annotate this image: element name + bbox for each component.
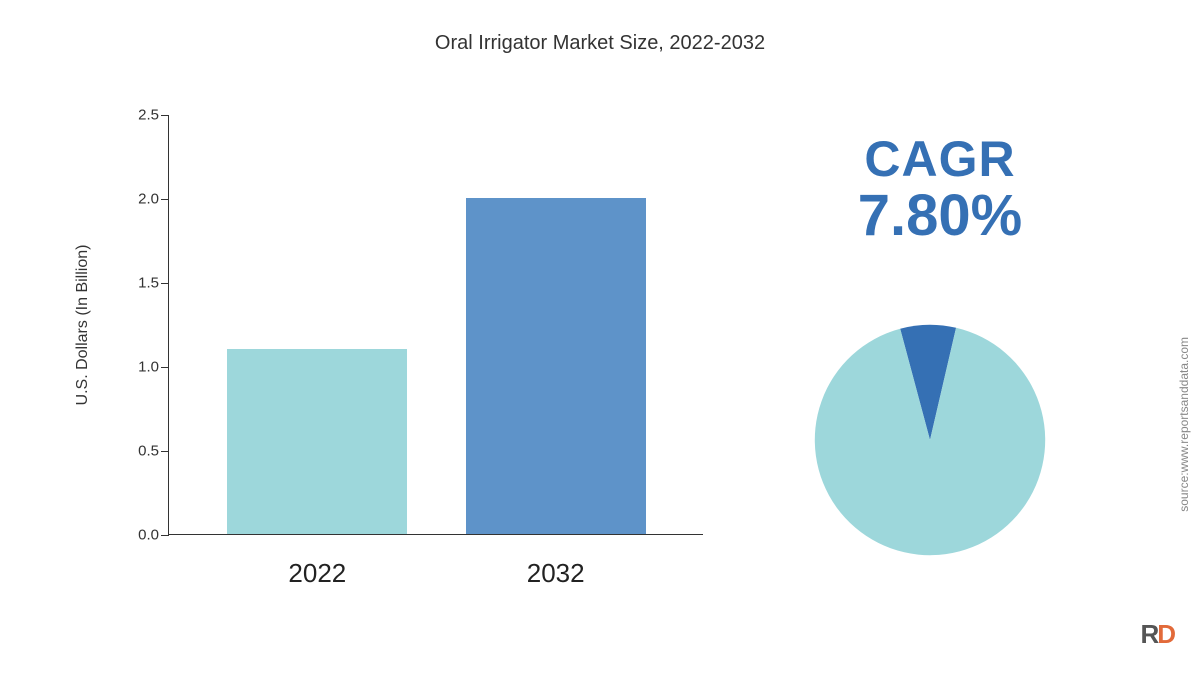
logo-r: R (1140, 619, 1157, 649)
y-tick (161, 451, 169, 452)
y-tick (161, 283, 169, 284)
y-tick-label: 1.5 (127, 275, 159, 292)
cagr-value: 7.80% (760, 182, 1120, 249)
y-tick-label: 2.5 (127, 107, 159, 124)
y-tick-label: 0.0 (127, 527, 159, 544)
source-text: source:www.reportsanddata.com (1177, 337, 1191, 512)
y-tick (161, 199, 169, 200)
y-tick (161, 115, 169, 116)
bar-chart: U.S. Dollars (In Billion) 0.00.51.01.52.… (128, 115, 703, 535)
cagr-callout: CAGR 7.80% (760, 130, 1120, 249)
y-tick-label: 0.5 (127, 443, 159, 460)
y-tick-label: 1.0 (127, 359, 159, 376)
y-tick (161, 367, 169, 368)
y-tick-label: 2.0 (127, 191, 159, 208)
chart-title: Oral Irrigator Market Size, 2022-2032 (0, 32, 1200, 55)
plot-area: 0.00.51.01.52.02.520222032 (168, 115, 703, 535)
pie-chart (810, 320, 1050, 560)
bar-2022 (227, 349, 407, 534)
bar-2032 (466, 198, 646, 534)
x-label-2022: 2022 (288, 558, 346, 589)
logo-d: D (1157, 619, 1174, 649)
y-tick (161, 535, 169, 536)
y-axis-title: U.S. Dollars (In Billion) (74, 245, 92, 406)
logo: RD (1140, 619, 1174, 650)
cagr-label: CAGR (760, 130, 1120, 188)
x-label-2032: 2032 (527, 558, 585, 589)
